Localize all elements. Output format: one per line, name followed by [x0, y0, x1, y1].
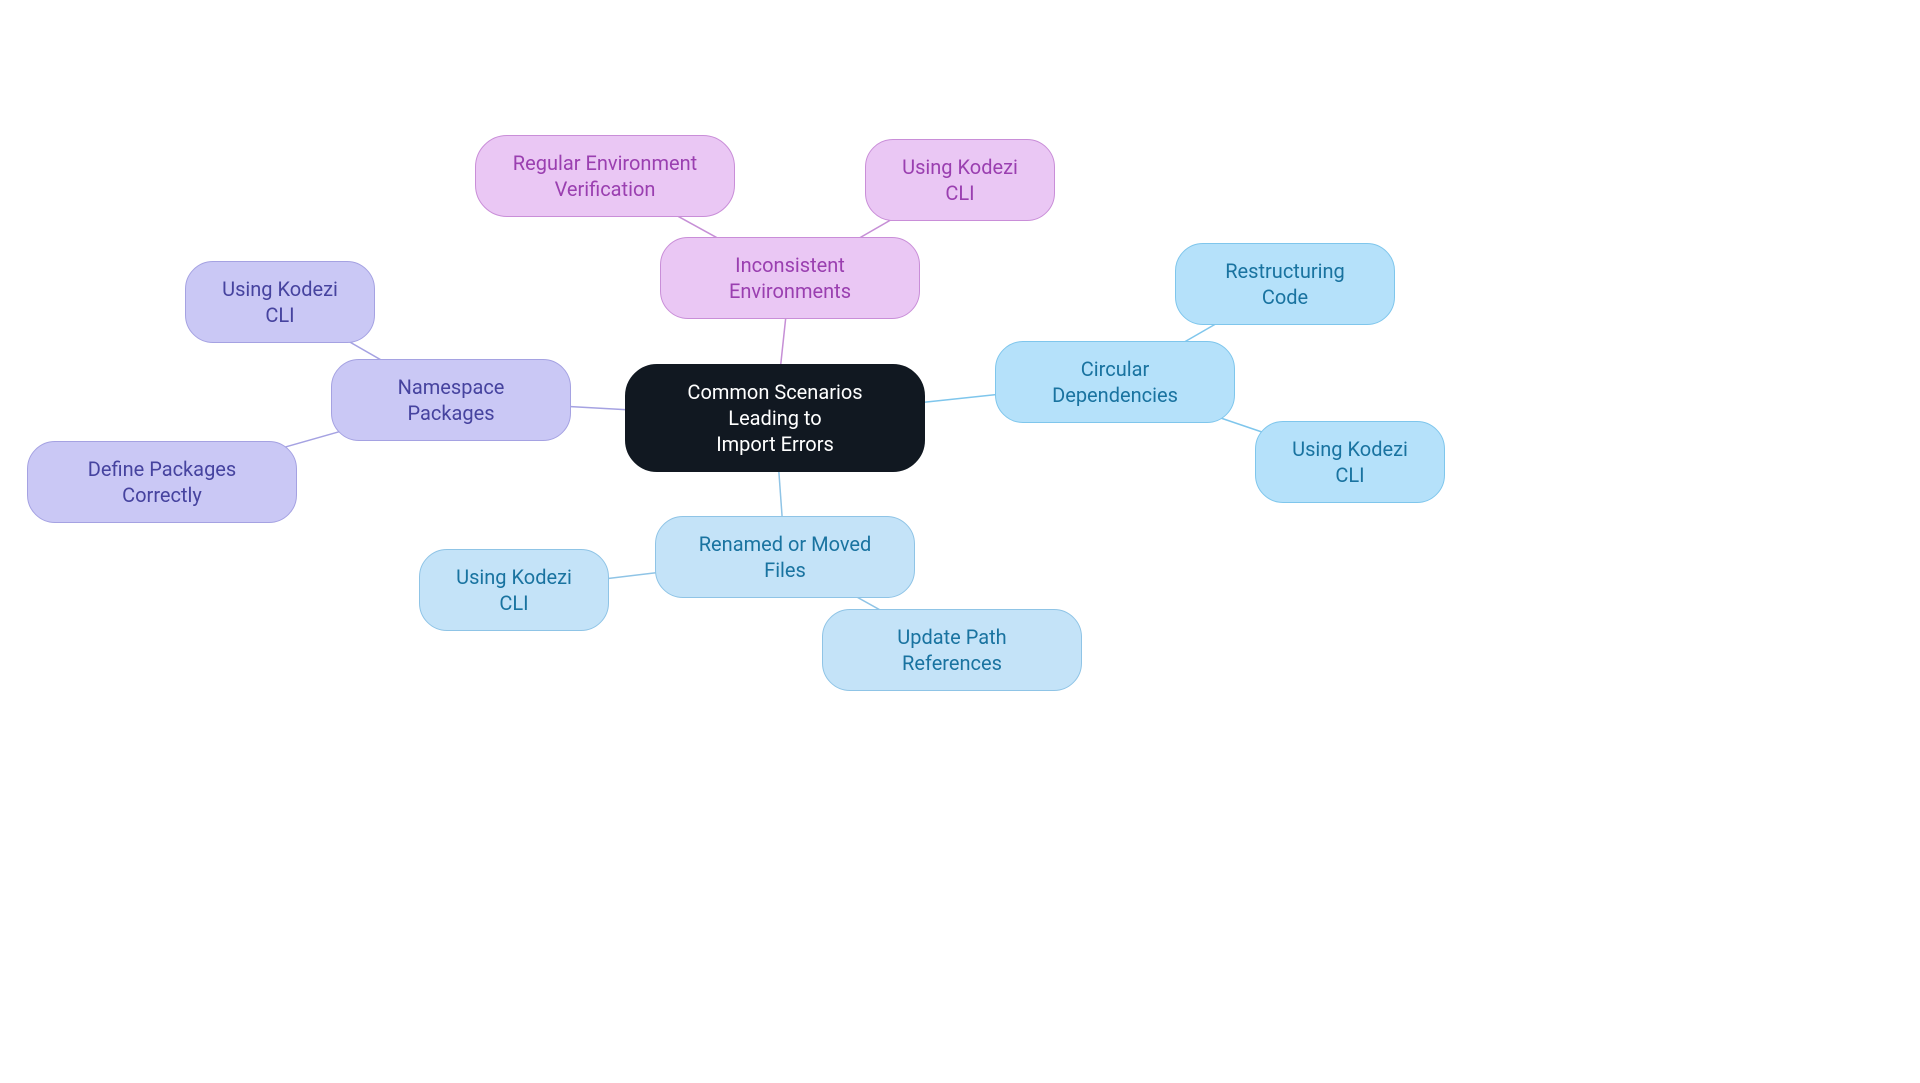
edge — [923, 394, 997, 402]
mindmap-node-update-path: Update Path References — [822, 609, 1082, 691]
mindmap-node-renamed: Renamed or Moved Files — [655, 516, 915, 598]
mindmap-node-restructuring: Restructuring Code — [1175, 243, 1395, 325]
edge — [569, 407, 627, 410]
mindmap-node-define-packages: Define Packages Correctly — [27, 441, 297, 523]
mindmap-node-inconsistent-env: Inconsistent Environments — [660, 237, 920, 319]
edge — [607, 573, 657, 579]
mindmap-node-kodezi-renamed: Using Kodezi CLI — [419, 549, 609, 631]
mindmap-node-reg-env-verif: Regular Environment Verification — [475, 135, 735, 217]
mindmap-node-namespace: Namespace Packages — [331, 359, 571, 441]
mindmap-node-kodezi-env: Using Kodezi CLI — [865, 139, 1055, 221]
mindmap-node-circular: Circular Dependencies — [995, 341, 1235, 423]
mindmap-node-kodezi-ns: Using Kodezi CLI — [185, 261, 375, 343]
mindmap-node-root: Common Scenarios Leading to Import Error… — [625, 364, 925, 472]
mindmap-node-kodezi-circ: Using Kodezi CLI — [1255, 421, 1445, 503]
